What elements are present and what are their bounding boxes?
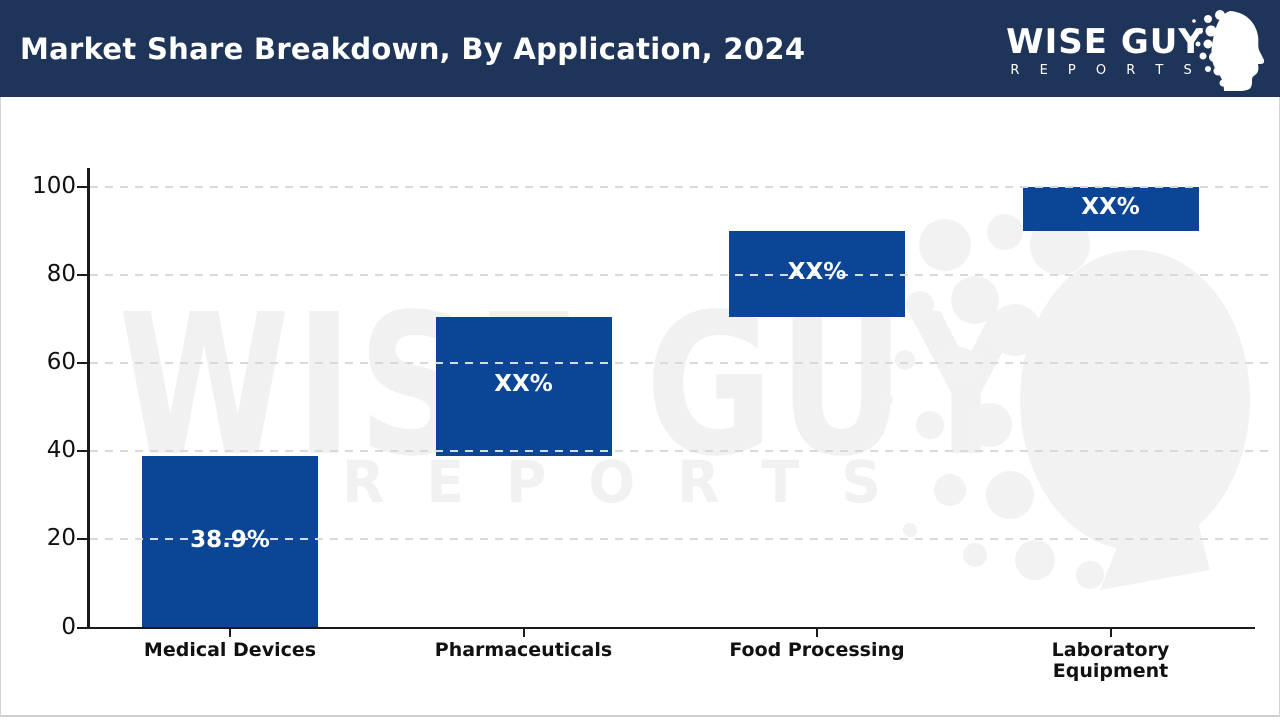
x-tick-mark [522,629,525,637]
x-category-label-line: Laboratory [1051,639,1170,661]
brand-name: WISE GUY [1006,22,1204,62]
y-tick-mark [77,626,88,629]
x-category-label-line: Food Processing [729,639,905,661]
x-category-label-medical-devices: Medical Devices [100,640,360,661]
gridline [90,538,1272,541]
gridline [90,361,1272,364]
x-tick-mark [1109,629,1112,637]
watermark-head-graphic [850,210,1270,614]
y-tick-mark [77,538,88,541]
x-category-label-line: Equipment [1052,660,1169,682]
x-tick-mark [229,629,231,637]
x-axis-spine [78,626,1255,629]
y-axis-spine [87,168,90,629]
bar-value-label: XX% [1081,193,1140,220]
header: Market Share Breakdown, By Application, … [0,0,1280,101]
y-tick-mark [77,185,88,188]
brand-subtitle: R E P O R T S [1010,63,1200,78]
bar-value-label: XX% [494,371,553,398]
y-tick-label: 0 [61,613,76,640]
x-category-label-laboratory-equipment: Laboratory Equipment [981,640,1241,682]
y-tick-mark [77,361,88,364]
bar-value-label: 38.9% [190,526,270,553]
y-tick-mark [77,450,88,453]
y-tick-label: 40 [46,437,76,464]
y-tick-label: 100 [32,172,76,199]
x-category-label-line: Medical Devices [143,639,317,661]
gridline [90,273,1272,276]
gridline [90,450,1272,453]
y-tick-mark [77,273,88,276]
bar-laboratory-equipment [1022,186,1199,231]
bar-medical-devices [142,455,318,628]
watermark-text-line2: R E P O R T S [342,448,893,516]
x-category-label-line: Pharmaceuticals [434,639,613,661]
page-title: Market Share Breakdown, By Application, … [20,31,806,66]
x-category-label-pharmaceuticals: Pharmaceuticals [394,640,654,661]
dotted-head-profile-icon [1190,9,1265,101]
y-tick-label: 80 [46,260,76,287]
bar-pharmaceuticals [435,317,612,456]
y-tick-label: 60 [46,348,76,375]
bar-value-label: XX% [787,258,847,285]
gridline [90,185,1272,188]
brand-logo: WISE GUY R E P O R T S [1006,8,1265,101]
x-tick-mark [816,629,818,637]
y-tick-label: 20 [46,525,76,552]
brand-wordmark: WISE GUY R E P O R T S [1006,22,1204,78]
x-category-label-food-processing: Food Processing [687,640,947,661]
